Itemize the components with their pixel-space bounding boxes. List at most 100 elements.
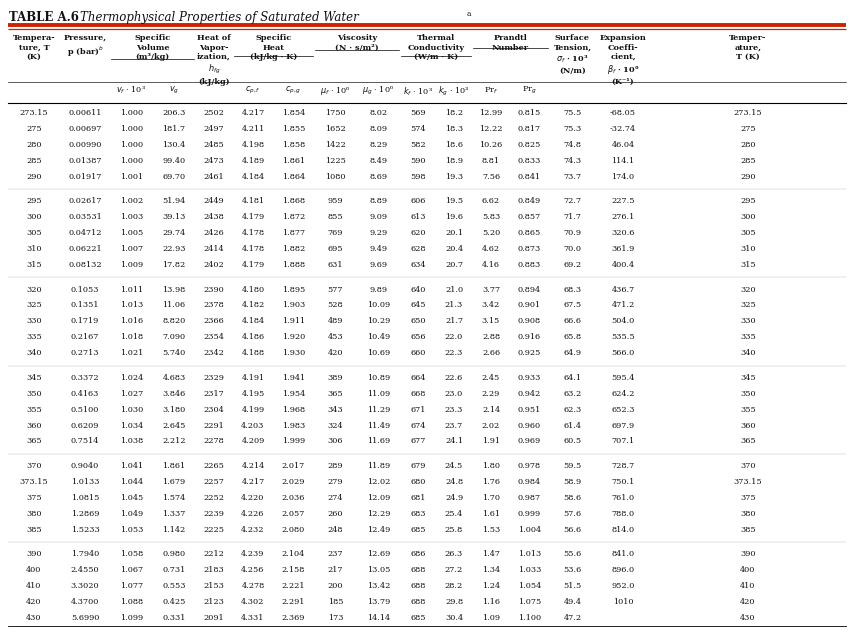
Text: 1.016: 1.016 [119,317,143,325]
Text: 350: 350 [26,390,42,398]
Text: 4.179: 4.179 [241,213,264,221]
Text: 61.4: 61.4 [563,422,581,430]
Text: 1.911: 1.911 [281,317,305,325]
Text: 2.4550: 2.4550 [71,566,99,574]
Text: 8.89: 8.89 [369,197,387,205]
Text: 4.232: 4.232 [241,526,264,534]
Text: 5.740: 5.740 [162,349,185,357]
Text: 2257: 2257 [203,478,224,486]
Text: 2.017: 2.017 [281,462,305,470]
Text: 8.29: 8.29 [369,141,387,149]
Text: 1.7940: 1.7940 [71,550,99,559]
Text: Prandtl
Number: Prandtl Number [491,34,528,51]
Text: 1.054: 1.054 [517,582,541,590]
Text: 64.9: 64.9 [563,349,581,357]
Text: 14.14: 14.14 [367,614,390,622]
Text: 28.2: 28.2 [444,582,462,590]
Text: 4.209: 4.209 [241,437,264,446]
Text: -68.05: -68.05 [609,109,635,117]
Text: 769: 769 [328,229,343,237]
Text: 0.7514: 0.7514 [71,437,99,446]
Text: 1.088: 1.088 [119,598,143,606]
Text: 19.6: 19.6 [444,213,462,221]
Text: 1.000: 1.000 [119,141,143,149]
Text: 56.6: 56.6 [563,526,581,534]
Text: 677: 677 [409,437,425,446]
Text: 279: 279 [328,478,343,486]
Text: 2414: 2414 [204,245,224,253]
Text: 49.4: 49.4 [563,598,581,606]
Text: 320: 320 [740,286,755,293]
Text: 1.049: 1.049 [119,510,143,518]
Text: 1.005: 1.005 [119,229,143,237]
Text: 1.013: 1.013 [517,550,541,559]
Text: 0.06221: 0.06221 [68,245,102,253]
Text: 4.198: 4.198 [241,141,264,149]
Text: 2342: 2342 [203,349,224,357]
Text: 1.888: 1.888 [281,261,305,269]
Text: 686: 686 [409,550,425,559]
Text: 1.91: 1.91 [481,437,499,446]
Text: 69.2: 69.2 [563,261,581,269]
Text: 1.033: 1.033 [517,566,541,574]
Text: 237: 237 [328,550,343,559]
Text: 410: 410 [26,582,42,590]
Text: 1.16: 1.16 [481,598,499,606]
Text: 8.09: 8.09 [369,125,387,133]
Text: 631: 631 [328,261,343,269]
Text: 660: 660 [409,349,425,357]
Text: 652.3: 652.3 [611,406,634,414]
Text: $c_{p,g}$: $c_{p,g}$ [285,85,301,96]
Text: 390: 390 [740,550,755,559]
Text: 634: 634 [409,261,426,269]
Text: 0.925: 0.925 [517,349,541,357]
Text: 55.6: 55.6 [563,550,581,559]
Text: TABLE A.6: TABLE A.6 [9,11,78,24]
Text: 1.041: 1.041 [119,462,143,470]
Text: 3.15: 3.15 [481,317,500,325]
Text: 4.188: 4.188 [241,349,264,357]
Text: 290: 290 [26,173,42,181]
Text: 0.04712: 0.04712 [68,229,102,237]
Text: 430: 430 [26,614,42,622]
Text: 1.858: 1.858 [281,141,305,149]
Text: 9.49: 9.49 [369,245,387,253]
Text: 2426: 2426 [203,229,224,237]
Text: 2.291: 2.291 [281,598,305,606]
Text: 24.8: 24.8 [444,478,462,486]
Text: 330: 330 [740,317,755,325]
Text: 1.864: 1.864 [281,173,305,181]
Text: 4.217: 4.217 [241,478,264,486]
Text: 68.3: 68.3 [563,286,581,293]
Text: 0.5100: 0.5100 [71,406,99,414]
Text: 2438: 2438 [203,213,224,221]
Text: 645: 645 [409,301,426,310]
Text: 9.29: 9.29 [369,229,387,237]
Text: 1.855: 1.855 [281,125,305,133]
Text: Expansion
Coeffi-
cient,
$\beta_f$ · 10⁶
(K⁻¹): Expansion Coeffi- cient, $\beta_f$ · 10⁶… [599,34,646,86]
Text: 0.08132: 0.08132 [68,261,102,269]
Text: 1.004: 1.004 [517,526,541,534]
Text: 0.984: 0.984 [517,478,541,486]
Text: 528: 528 [328,301,343,310]
Text: 19.5: 19.5 [444,197,462,205]
Text: 688: 688 [409,566,425,574]
Text: 10.29: 10.29 [367,317,390,325]
Text: 0.3372: 0.3372 [71,374,99,382]
Text: 674: 674 [409,422,425,430]
Text: 185: 185 [328,598,343,606]
Text: 290: 290 [740,173,755,181]
Text: 26.3: 26.3 [444,550,462,559]
Text: Specific
Heat
(kJ/kg · K): Specific Heat (kJ/kg · K) [250,34,297,61]
Text: 4.195: 4.195 [241,390,264,398]
Text: 2.369: 2.369 [281,614,305,622]
Text: 306: 306 [328,437,343,446]
Text: 345: 345 [740,374,755,382]
Text: 273.15: 273.15 [20,109,49,117]
Text: 0.00697: 0.00697 [68,125,102,133]
Text: $v_f$ · 10³: $v_f$ · 10³ [116,85,147,97]
Text: Pr$_g$: Pr$_g$ [521,85,537,96]
Text: 11.89: 11.89 [367,462,390,470]
Text: 2212: 2212 [203,550,224,559]
Text: 3.846: 3.846 [162,390,185,398]
